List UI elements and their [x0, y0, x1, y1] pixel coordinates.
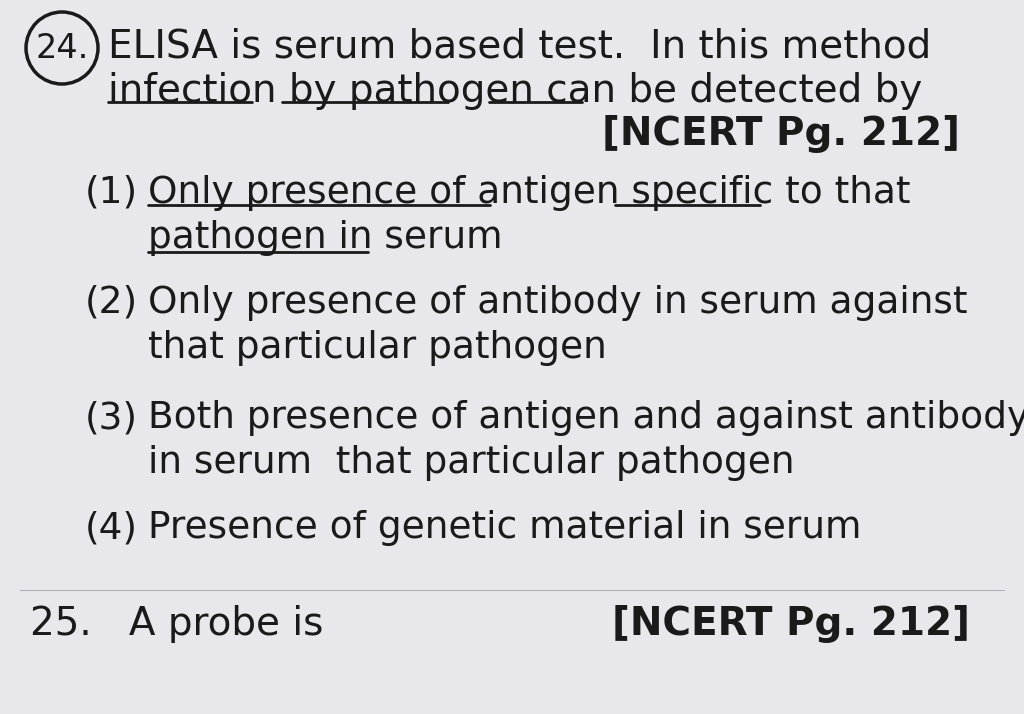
Text: that particular pathogen: that particular pathogen — [148, 330, 607, 366]
Text: [NCERT Pg. 212]: [NCERT Pg. 212] — [602, 115, 961, 153]
Text: [NCERT Pg. 212]: [NCERT Pg. 212] — [612, 605, 970, 643]
Text: Only presence of antigen specific to that: Only presence of antigen specific to tha… — [148, 175, 910, 211]
Text: infection by pathogen can be detected by: infection by pathogen can be detected by — [108, 72, 923, 110]
Text: 25.   A probe is: 25. A probe is — [30, 605, 324, 643]
Text: in serum  that particular pathogen: in serum that particular pathogen — [148, 445, 795, 481]
Text: (2): (2) — [85, 285, 138, 321]
Text: Only presence of antibody in serum against: Only presence of antibody in serum again… — [148, 285, 968, 321]
Text: (1): (1) — [85, 175, 138, 211]
Text: Presence of genetic material in serum: Presence of genetic material in serum — [148, 510, 861, 546]
Text: 24.: 24. — [35, 31, 89, 64]
Text: ELISA is serum based test.  In this method: ELISA is serum based test. In this metho… — [108, 28, 931, 66]
Text: (4): (4) — [85, 510, 138, 546]
Text: (3): (3) — [85, 400, 138, 436]
Text: Both presence of antigen and against antibody: Both presence of antigen and against ant… — [148, 400, 1024, 436]
Text: pathogen in serum: pathogen in serum — [148, 220, 503, 256]
